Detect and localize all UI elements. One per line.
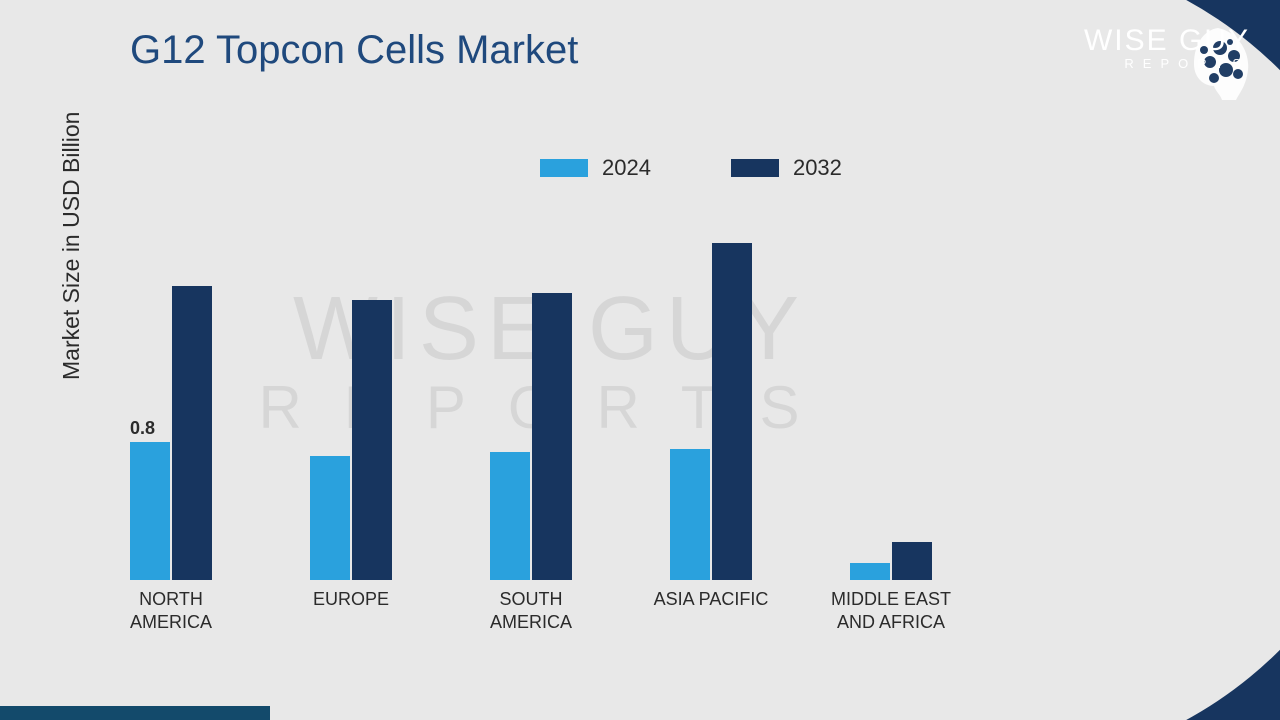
category-label: ASIA PACIFIC (641, 580, 781, 611)
legend-swatch-2024 (540, 159, 588, 177)
legend-item-2032: 2032 (731, 155, 842, 181)
category-label: NORTH AMERICA (101, 580, 241, 633)
bar-group: ASIA PACIFIC (670, 243, 752, 580)
chart-plot-area: 0.8NORTH AMERICA EUROPE SOUTH AMERICA ASIA … (120, 200, 1000, 580)
page: G12 Topcon Cells Market WISE GUY REPORTS… (0, 0, 1280, 720)
legend: 2024 2032 (540, 155, 842, 181)
y-axis-label: Market Size in USD Billion (58, 112, 85, 380)
bar-2024 (310, 456, 350, 580)
bar-2032 (712, 243, 752, 580)
legend-swatch-2032 (731, 159, 779, 177)
category-label: EUROPE (281, 580, 421, 611)
bar-2024 (850, 563, 890, 580)
bar-2032 (352, 300, 392, 580)
category-label: MIDDLE EAST AND AFRICA (821, 580, 961, 633)
bar-2032 (172, 286, 212, 580)
bar-2024 (670, 449, 710, 580)
bar-2032 (892, 542, 932, 580)
bar-value-label: 0.8 (130, 418, 155, 439)
bar-group: MIDDLE EAST AND AFRICA (850, 542, 932, 580)
brand-logo: WISE GUY REPORTS (1084, 24, 1250, 71)
bar-2024: 0.8 (130, 442, 170, 580)
bar-group: SOUTH AMERICA (490, 293, 572, 580)
legend-label-2032: 2032 (793, 155, 842, 181)
brand-line-2: REPORTS (1084, 56, 1250, 71)
page-title: G12 Topcon Cells Market (130, 28, 578, 73)
category-label: SOUTH AMERICA (461, 580, 601, 633)
bar-group: 0.8NORTH AMERICA (130, 286, 212, 580)
footer-accent-bar (0, 706, 270, 720)
brand-line-1: WISE GUY (1084, 24, 1250, 58)
bar-2032 (532, 293, 572, 580)
legend-label-2024: 2024 (602, 155, 651, 181)
bar-group: EUROPE (310, 300, 392, 580)
legend-item-2024: 2024 (540, 155, 651, 181)
bar-2024 (490, 452, 530, 580)
